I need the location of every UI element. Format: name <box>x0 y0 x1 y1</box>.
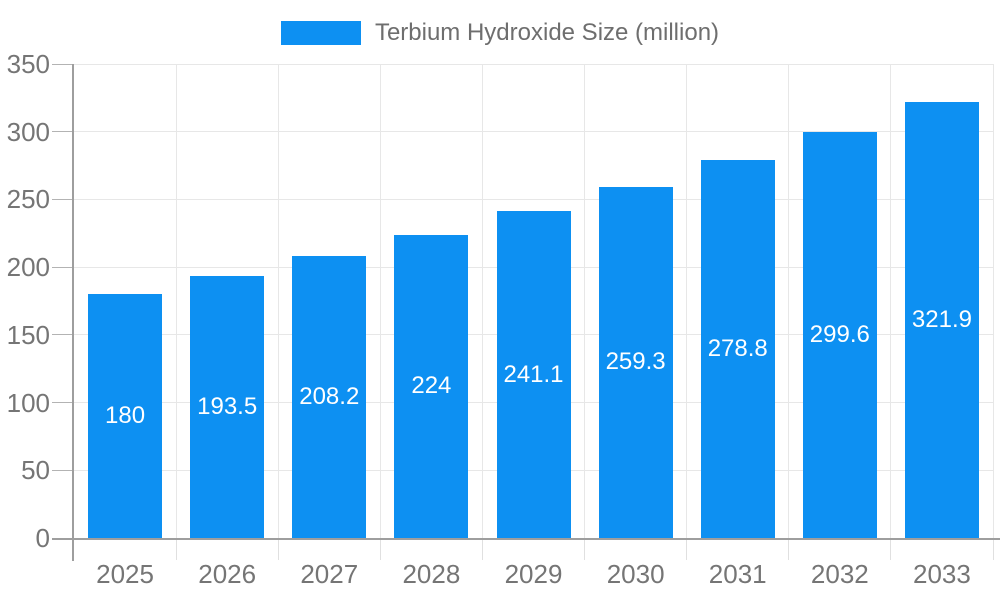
v-gridline <box>175 64 177 538</box>
y-axis-label: 250 <box>6 184 50 215</box>
bar-value-label: 278.8 <box>707 335 768 363</box>
bar[interactable]: 180 <box>88 294 163 538</box>
chart-legend[interactable]: Terbium Hydroxide Size (million) <box>0 19 1000 47</box>
h-gridline <box>74 63 993 65</box>
x-tick <box>788 540 790 560</box>
y-tick <box>52 266 72 268</box>
x-axis-label: 2032 <box>810 559 869 589</box>
v-gridline <box>992 64 994 538</box>
y-axis-label: 50 <box>21 455 50 486</box>
y-tick <box>52 334 72 336</box>
x-tick <box>890 540 892 560</box>
x-tick <box>379 540 381 560</box>
bar[interactable]: 224 <box>394 234 469 538</box>
y-axis-label: 300 <box>6 116 50 147</box>
x-tick <box>175 540 177 560</box>
y-axis-label: 200 <box>6 252 50 283</box>
x-tick <box>584 540 586 560</box>
bar-value-label: 180 <box>105 402 146 430</box>
y-tick <box>52 402 72 404</box>
x-axis-label: 2031 <box>708 559 767 589</box>
v-gridline <box>379 64 381 538</box>
y-axis-line <box>72 64 74 561</box>
v-gridline <box>686 64 688 538</box>
bar-value-label: 241.1 <box>503 360 564 388</box>
bar[interactable]: 193.5 <box>190 275 265 538</box>
bar[interactable]: 259.3 <box>598 186 673 538</box>
v-gridline <box>481 64 483 538</box>
x-tick <box>277 540 279 560</box>
y-tick <box>52 469 72 471</box>
bar-value-label: 321.9 <box>911 306 972 334</box>
bar[interactable]: 241.1 <box>496 211 571 538</box>
y-tick <box>52 63 72 65</box>
x-axis-label: 2028 <box>402 559 461 589</box>
bar-value-label: 224 <box>411 372 452 400</box>
x-axis-label: 2026 <box>198 559 257 589</box>
bar-value-label: 208.2 <box>299 383 360 411</box>
x-tick <box>992 540 994 560</box>
h-gridline <box>74 198 993 200</box>
bar-value-label: 193.5 <box>197 392 258 420</box>
bar[interactable]: 208.2 <box>292 256 367 538</box>
v-gridline <box>584 64 586 538</box>
legend-label: Terbium Hydroxide Size (million) <box>374 19 720 46</box>
x-axis-label: 2033 <box>913 559 971 589</box>
legend-swatch <box>280 21 361 45</box>
y-axis-label: 0 <box>35 523 50 553</box>
v-gridline <box>277 64 279 538</box>
y-axis-label: 350 <box>6 49 50 79</box>
x-axis-label: 2027 <box>300 559 359 589</box>
x-axis-label: 2030 <box>606 559 665 589</box>
x-tick <box>686 540 688 560</box>
plot-area: 180 193.5 208.2 224 241.1 259.3 278.8 299.6 321.… <box>74 63 994 538</box>
y-axis-label: 100 <box>6 387 50 418</box>
x-axis-line <box>52 538 1000 540</box>
x-axis-label: 2029 <box>504 559 563 589</box>
bar[interactable]: 299.6 <box>802 132 877 538</box>
y-axis-label: 150 <box>6 319 50 350</box>
x-tick <box>481 540 483 560</box>
y-tick <box>52 198 72 200</box>
y-tick <box>52 131 72 133</box>
bar-value-label: 259.3 <box>605 348 666 376</box>
v-gridline <box>788 64 790 538</box>
x-axis-label: 2025 <box>96 559 154 589</box>
bar[interactable]: 278.8 <box>700 160 775 538</box>
bar-value-label: 299.6 <box>809 321 870 349</box>
bar[interactable]: 321.9 <box>904 102 979 538</box>
v-gridline <box>890 64 892 538</box>
h-gridline <box>74 131 993 133</box>
